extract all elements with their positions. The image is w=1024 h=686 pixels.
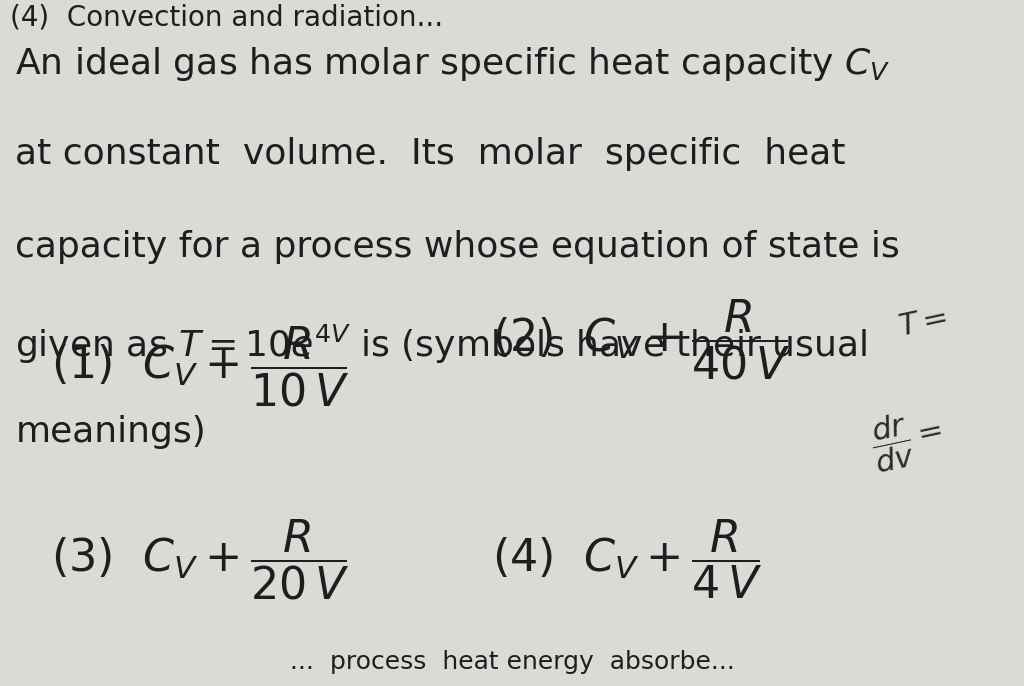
Text: at constant  volume.  Its  molar  specific  heat: at constant volume. Its molar specific h… [15,137,846,172]
Text: (3)  $C_V + \dfrac{R}{20\,V}$: (3) $C_V + \dfrac{R}{20\,V}$ [51,517,349,602]
Text: $T=$: $T=$ [896,303,950,342]
Text: given as $T = 10e^{4V}$ is (symbols have their usual: given as $T = 10e^{4V}$ is (symbols have… [15,322,867,366]
Text: $\dfrac{dr}{dv}=$: $\dfrac{dr}{dv}=$ [865,403,947,475]
Text: An ideal gas has molar specific heat capacity $C_V$: An ideal gas has molar specific heat cap… [15,45,891,82]
Text: (2)  $C_V + \dfrac{R}{40\,V}$: (2) $C_V + \dfrac{R}{40\,V}$ [492,297,790,382]
Text: (4)  Convection and radiation...: (4) Convection and radiation... [10,3,443,32]
Text: meanings): meanings) [15,415,206,449]
Text: capacity for a process whose equation of state is: capacity for a process whose equation of… [15,230,900,264]
Text: (1)  $C_V + \dfrac{R}{10\,V}$: (1) $C_V + \dfrac{R}{10\,V}$ [51,324,349,410]
Text: (4)  $C_V + \dfrac{R}{4\,V}$: (4) $C_V + \dfrac{R}{4\,V}$ [492,517,762,601]
Text: ...  process  heat energy  absorbe...: ... process heat energy absorbe... [290,650,734,674]
